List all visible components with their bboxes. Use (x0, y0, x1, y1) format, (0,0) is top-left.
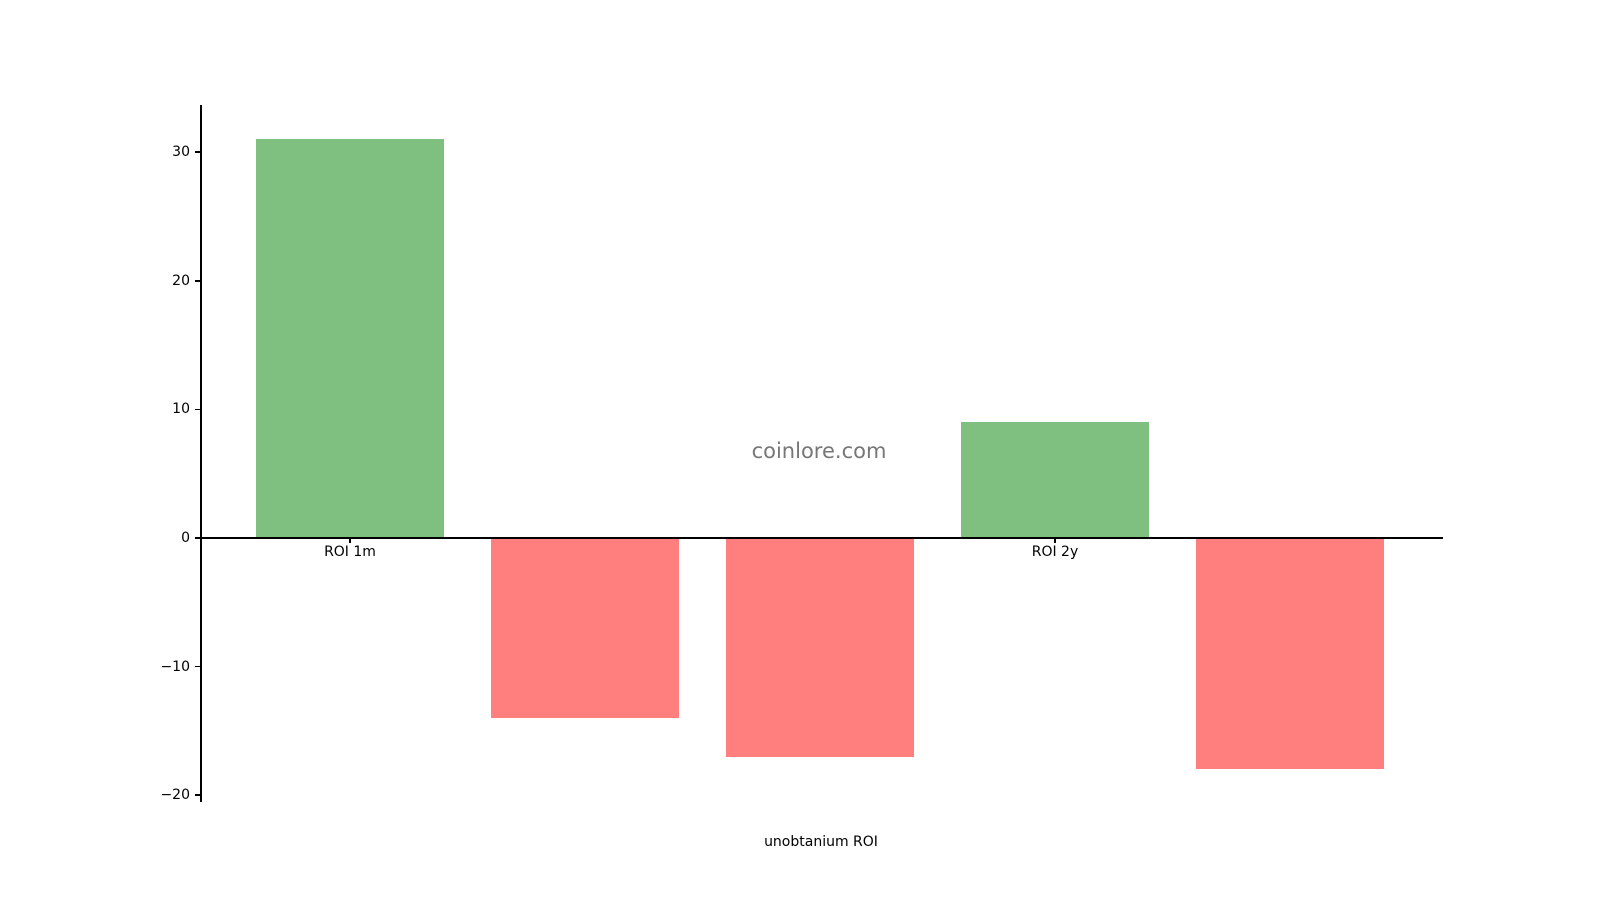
bar (491, 538, 679, 718)
y-tick-mark (195, 794, 200, 796)
y-tick-label: 10 (172, 401, 190, 418)
watermark: coinlore.com (751, 439, 887, 463)
x-tick-mark (349, 538, 351, 543)
y-tick-mark (195, 665, 200, 668)
y-tick-mark (195, 408, 200, 411)
bar (256, 139, 444, 538)
bar (1196, 538, 1384, 770)
x-axis-title: unobtanium ROI (764, 834, 878, 850)
x-axis-line (201, 537, 1443, 539)
y-tick-label: −10 (160, 658, 190, 675)
y-tick-mark (195, 151, 200, 154)
y-tick-label: −20 (160, 787, 190, 804)
x-tick-mark (1054, 538, 1056, 543)
y-tick-mark (195, 537, 200, 539)
y-axis-line (200, 105, 202, 802)
bar (726, 538, 914, 757)
y-tick-label: 30 (172, 144, 190, 161)
bar (961, 422, 1149, 538)
y-tick-label: 20 (172, 272, 190, 289)
y-tick-mark (195, 280, 200, 282)
x-tick-label: ROI 2y (1031, 544, 1079, 560)
x-tick-label: ROI 1m (324, 544, 376, 560)
y-tick-label: 0 (181, 529, 190, 546)
